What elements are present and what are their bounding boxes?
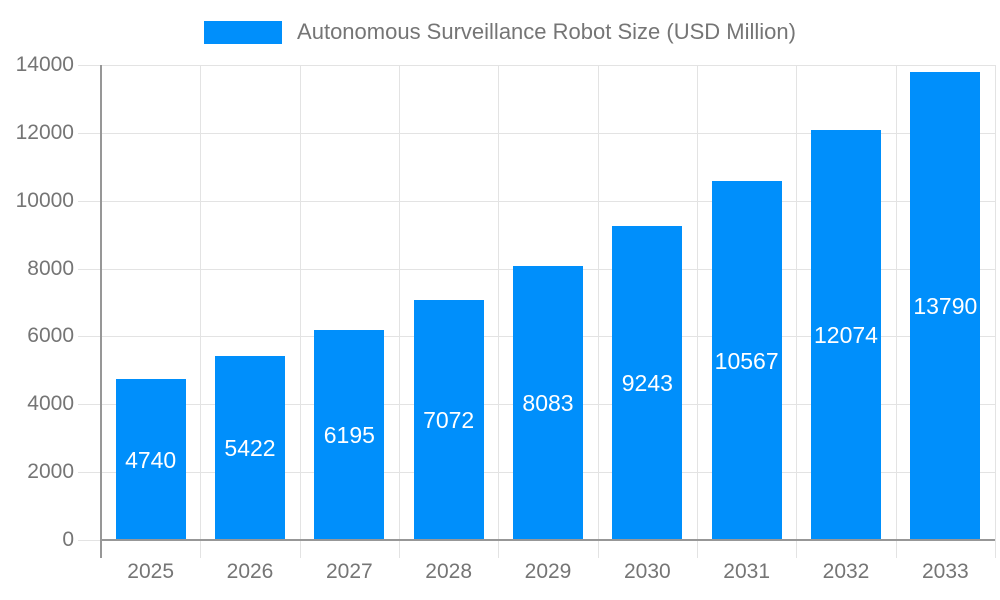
x-axis-label: 2032 xyxy=(822,560,870,583)
x-tick xyxy=(995,540,996,558)
y-axis-label: 8000 xyxy=(27,256,74,280)
bar[interactable] xyxy=(811,130,881,540)
bar[interactable] xyxy=(215,356,285,540)
grid-line-vertical xyxy=(796,65,798,540)
grid-line-vertical xyxy=(299,65,301,540)
bar-value-label: 10567 xyxy=(714,347,779,374)
y-tick xyxy=(78,65,101,66)
bar-value-label: 12074 xyxy=(814,322,878,349)
bar[interactable] xyxy=(612,226,683,540)
bar-value-label: 7072 xyxy=(423,407,475,434)
legend-swatch xyxy=(204,20,283,44)
bar[interactable] xyxy=(314,329,385,540)
bar[interactable] xyxy=(711,181,782,540)
x-tick xyxy=(299,540,301,558)
grid-line-vertical xyxy=(995,65,996,540)
x-axis-label: 2033 xyxy=(921,560,969,583)
y-tick xyxy=(78,540,101,541)
grid-line-vertical xyxy=(200,65,202,540)
x-axis-label: 2030 xyxy=(623,560,671,583)
x-tick xyxy=(796,540,798,558)
grid-line-horizontal xyxy=(101,132,995,134)
grid-line-vertical xyxy=(597,65,599,540)
x-axis-label: 2031 xyxy=(723,560,771,583)
y-axis-label: 4000 xyxy=(27,392,74,416)
y-tick xyxy=(78,472,101,474)
bar[interactable] xyxy=(115,379,186,540)
y-tick xyxy=(78,268,101,270)
bar-value-label: 8083 xyxy=(522,389,574,416)
bar[interactable] xyxy=(413,300,484,540)
y-tick xyxy=(78,336,101,338)
bar-value-label: 13790 xyxy=(913,293,978,320)
x-axis-label: 2028 xyxy=(425,560,473,583)
bar-value-label: 4740 xyxy=(125,446,177,473)
y-tick xyxy=(78,404,101,406)
x-tick xyxy=(895,540,897,558)
x-axis-label: 2027 xyxy=(325,560,373,583)
y-tick xyxy=(78,200,101,202)
y-axis-label: 2000 xyxy=(27,460,74,484)
bar[interactable] xyxy=(513,265,583,540)
y-axis-label: 14000 xyxy=(15,53,74,76)
grid-line-horizontal xyxy=(101,200,995,202)
x-tick xyxy=(498,540,500,558)
legend-label: Autonomous Surveillance Robot Size (USD … xyxy=(297,19,796,44)
grid-line-vertical xyxy=(895,65,897,540)
x-axis-label: 2026 xyxy=(226,560,274,583)
bar-value-label: 5422 xyxy=(224,435,276,462)
y-axis-label: 6000 xyxy=(27,324,74,348)
y-axis-label: 0 xyxy=(62,528,74,551)
grid-line-vertical xyxy=(399,65,400,540)
y-axis-label: 10000 xyxy=(15,188,74,212)
x-tick xyxy=(697,540,698,558)
grid-line-horizontal xyxy=(101,65,995,66)
y-axis-label: 12000 xyxy=(15,120,74,144)
x-axis-label: 2025 xyxy=(127,560,175,583)
x-tick xyxy=(200,540,202,558)
legend-item[interactable]: Autonomous Surveillance Robot Size (USD … xyxy=(0,16,1000,48)
x-axis-label: 2029 xyxy=(524,560,572,583)
x-tick xyxy=(399,540,400,558)
y-tick xyxy=(78,132,101,134)
bar[interactable] xyxy=(910,72,981,540)
grid-line-vertical xyxy=(498,65,500,540)
x-tick xyxy=(597,540,599,558)
grid-line-vertical xyxy=(697,65,698,540)
x-axis-line xyxy=(101,539,995,541)
bar-value-label: 9243 xyxy=(621,370,673,397)
y-axis-line xyxy=(100,65,102,558)
bar-value-label: 6195 xyxy=(323,421,375,448)
